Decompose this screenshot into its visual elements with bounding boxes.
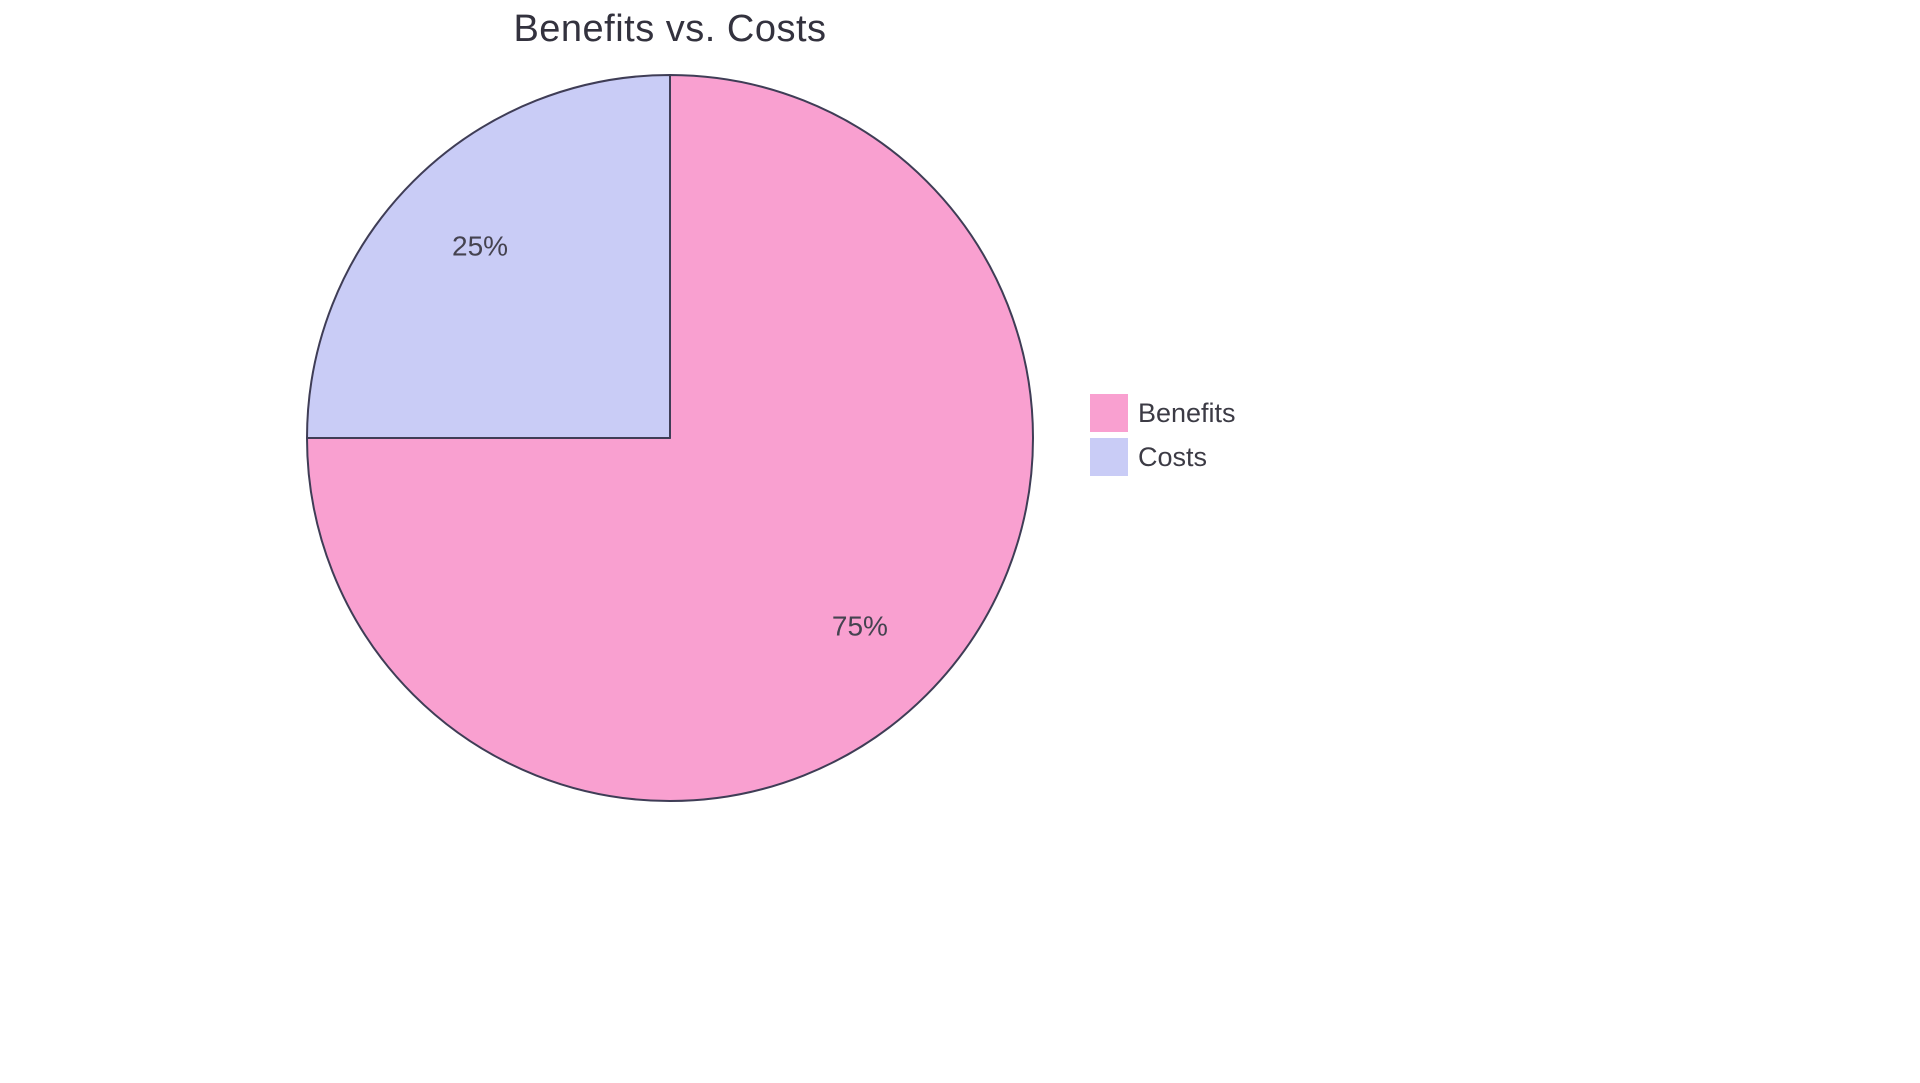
legend-label-costs: Costs: [1138, 441, 1208, 472]
legend: Benefits Costs: [1090, 394, 1236, 476]
slice-label-benefits: 75%: [832, 610, 888, 641]
pie-slice-costs: [306, 74, 671, 439]
slice-label-costs: 25%: [452, 230, 508, 261]
legend-item-benefits[interactable]: Benefits: [1090, 394, 1236, 432]
legend-item-costs[interactable]: Costs: [1090, 438, 1236, 476]
chart-title: Benefits vs. Costs: [513, 8, 827, 50]
legend-swatch-benefits: [1090, 394, 1128, 432]
legend-label-benefits: Benefits: [1138, 397, 1236, 428]
legend-swatch-costs: [1090, 438, 1128, 476]
